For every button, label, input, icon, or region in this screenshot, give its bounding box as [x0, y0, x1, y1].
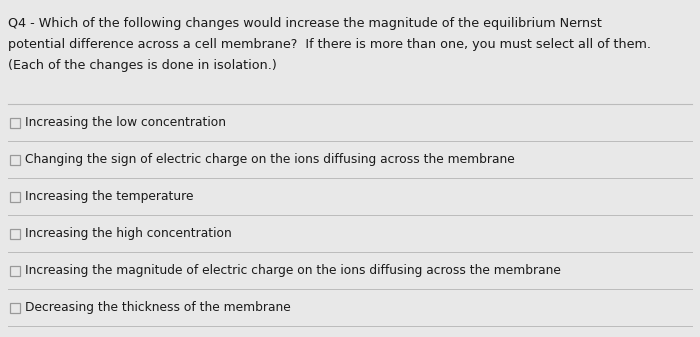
Text: Decreasing the thickness of the membrane: Decreasing the thickness of the membrane: [25, 301, 290, 314]
FancyBboxPatch shape: [10, 228, 20, 239]
FancyBboxPatch shape: [10, 191, 20, 202]
Text: Changing the sign of electric charge on the ions diffusing across the membrane: Changing the sign of electric charge on …: [25, 153, 514, 166]
Text: Increasing the low concentration: Increasing the low concentration: [25, 116, 226, 129]
Text: Increasing the high concentration: Increasing the high concentration: [25, 227, 232, 240]
Text: potential difference across a cell membrane?  If there is more than one, you mus: potential difference across a cell membr…: [8, 38, 651, 51]
FancyBboxPatch shape: [10, 266, 20, 276]
FancyBboxPatch shape: [10, 303, 20, 312]
FancyBboxPatch shape: [10, 154, 20, 164]
Text: Increasing the temperature: Increasing the temperature: [25, 190, 193, 203]
Text: Increasing the magnitude of electric charge on the ions diffusing across the mem: Increasing the magnitude of electric cha…: [25, 264, 561, 277]
Text: Q4 - Which of the following changes would increase the magnitude of the equilibr: Q4 - Which of the following changes woul…: [8, 17, 602, 30]
FancyBboxPatch shape: [10, 118, 20, 127]
Text: (Each of the changes is done in isolation.): (Each of the changes is done in isolatio…: [8, 59, 276, 72]
